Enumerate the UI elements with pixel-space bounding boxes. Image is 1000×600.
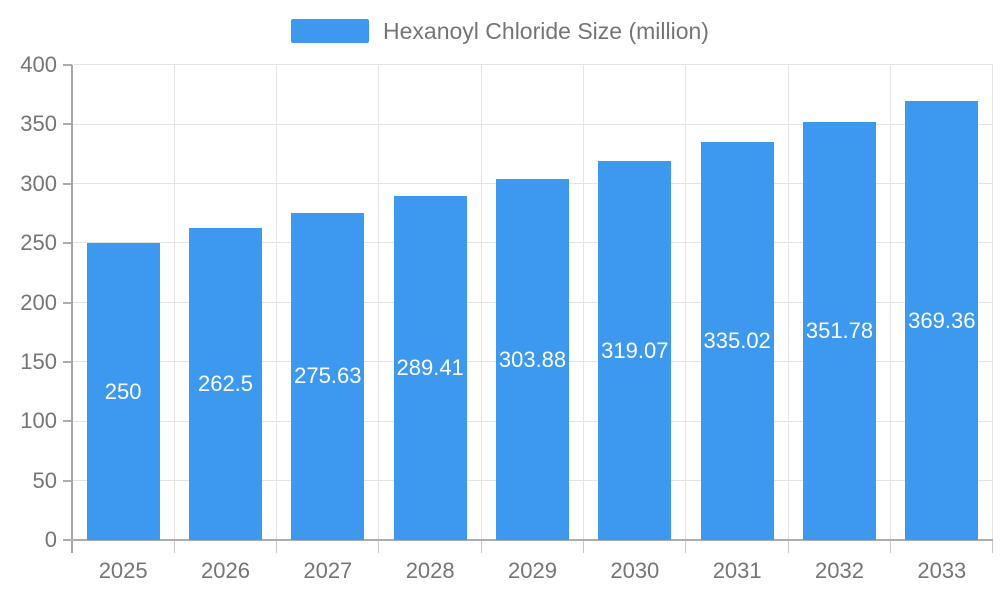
x-gridline — [992, 65, 994, 540]
bar-value-label: 250 — [104, 378, 142, 404]
legend[interactable]: Hexanoyl Chloride Size (million) — [0, 14, 1000, 48]
x-axis-tick — [992, 540, 994, 553]
bar[interactable]: 289.41 — [393, 196, 467, 540]
y-axis-tick — [63, 123, 72, 126]
y-axis-line — [71, 65, 73, 553]
x-tick-label: 2026 — [201, 558, 250, 583]
y-gridline — [72, 123, 993, 125]
x-axis-tick — [787, 540, 789, 553]
y-axis-tick — [63, 242, 72, 245]
y-gridline — [72, 64, 993, 66]
legend-label: Hexanoyl Chloride Size (million) — [383, 17, 709, 44]
x-gridline — [787, 65, 789, 540]
x-tick-label: 2033 — [917, 558, 967, 583]
y-tick-label: 400 — [20, 52, 57, 77]
bar-value-label: 319.07 — [601, 337, 669, 363]
x-gridline — [173, 65, 175, 540]
x-tick-label: 2031 — [712, 558, 762, 583]
x-axis-tick — [275, 540, 277, 553]
bar[interactable]: 369.36 — [905, 101, 979, 540]
y-axis-tick — [63, 420, 72, 423]
y-axis-tick — [63, 479, 72, 482]
y-tick-label: 300 — [20, 170, 57, 196]
y-axis-tick — [63, 64, 72, 66]
bar[interactable]: 275.63 — [291, 212, 365, 540]
bar[interactable]: 303.88 — [496, 179, 569, 540]
bar-value-label: 351.78 — [805, 318, 874, 344]
x-axis-tick — [173, 540, 175, 553]
x-gridline — [889, 65, 891, 540]
x-tick-label: 2027 — [303, 558, 353, 583]
x-axis-line — [63, 539, 993, 541]
bar-value-label: 303.88 — [498, 346, 567, 372]
x-axis-tick — [889, 540, 891, 553]
bar-value-label: 275.63 — [294, 363, 362, 389]
bar[interactable]: 262.5 — [189, 228, 262, 540]
y-tick-label: 0 — [44, 527, 57, 552]
x-gridline — [275, 65, 277, 540]
x-gridline — [480, 65, 482, 540]
x-tick-label: 2032 — [815, 558, 864, 583]
y-axis-tick — [63, 360, 72, 363]
y-tick-label: 200 — [20, 289, 57, 315]
x-axis-tick — [378, 540, 380, 553]
bar[interactable]: 351.78 — [803, 122, 876, 540]
y-tick-label: 250 — [20, 230, 57, 256]
y-tick-label: 50 — [32, 467, 57, 493]
x-axis-tick — [685, 540, 687, 553]
bar[interactable]: 250 — [86, 243, 160, 540]
bar-value-label: 369.36 — [908, 307, 976, 333]
y-tick-label: 150 — [20, 348, 57, 374]
y-axis-tick — [63, 182, 72, 185]
bar-value-label: 335.02 — [703, 328, 771, 354]
x-tick-label: 2030 — [610, 558, 660, 583]
x-axis-tick — [582, 540, 584, 553]
bar[interactable]: 335.02 — [700, 142, 774, 540]
x-tick-label: 2029 — [508, 558, 557, 583]
y-tick-label: 350 — [20, 111, 57, 137]
bar[interactable]: 319.07 — [598, 161, 672, 540]
x-gridline — [582, 65, 584, 540]
bar-value-label: 289.41 — [396, 355, 464, 381]
x-tick-label: 2028 — [405, 558, 455, 583]
x-gridline — [378, 65, 380, 540]
x-axis-tick — [480, 540, 482, 553]
legend-swatch[interactable] — [291, 19, 370, 43]
bar-value-label: 262.5 — [197, 371, 254, 397]
x-tick-label: 2025 — [98, 558, 148, 583]
y-axis-tick — [63, 301, 72, 304]
x-gridline — [685, 65, 687, 540]
y-tick-label: 100 — [20, 408, 57, 434]
